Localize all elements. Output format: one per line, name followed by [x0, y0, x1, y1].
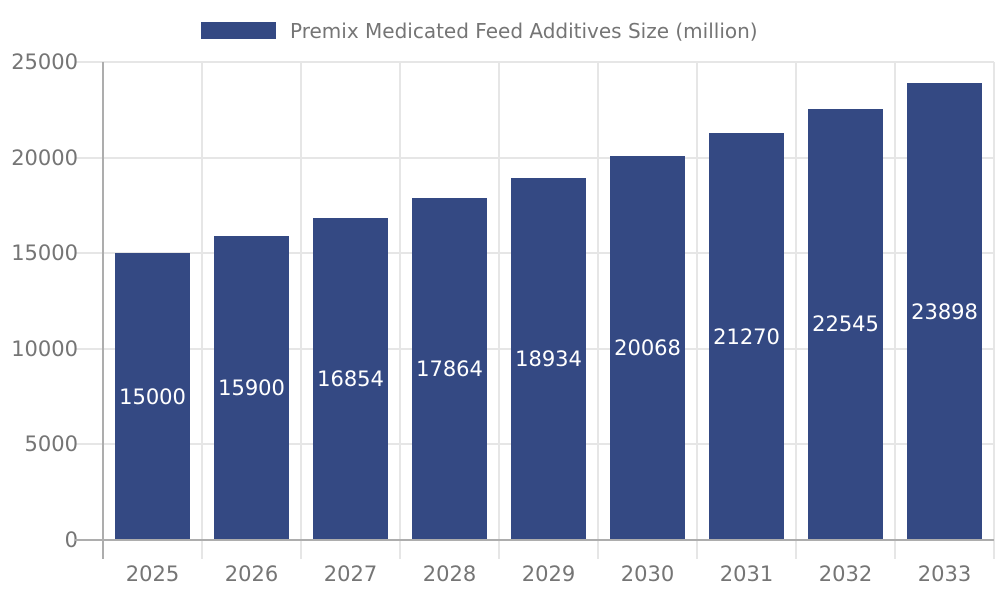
gridline-x [696, 62, 698, 540]
bar-value-label: 23898 [911, 299, 978, 324]
bar-value-label: 15000 [119, 384, 186, 409]
x-axis-tick [894, 540, 896, 559]
x-tick-label: 2028 [422, 562, 477, 586]
bar-2029 [511, 177, 586, 540]
x-tick-label: 2029 [521, 562, 576, 586]
bar-2032 [808, 108, 883, 540]
gridline-x [300, 62, 302, 540]
gridline-x [993, 62, 995, 540]
gridline-x [795, 62, 797, 540]
bar-value-label: 15900 [218, 375, 285, 400]
gridline-x [399, 62, 401, 540]
x-axis-tick [795, 540, 797, 559]
y-tick-label: 5000 [24, 432, 78, 457]
x-tick-label: 2027 [323, 562, 378, 586]
x-axis-tick [993, 540, 995, 559]
x-tick-label: 2026 [224, 562, 279, 586]
bar-2033 [907, 83, 982, 540]
gridline-y [75, 156, 994, 159]
bar-2028 [412, 198, 487, 540]
bar-2026 [214, 235, 289, 540]
x-axis-tick [498, 540, 500, 559]
x-tick-label: 2032 [818, 562, 873, 586]
x-tick-label: 2031 [719, 562, 774, 586]
gridline-x [597, 62, 599, 540]
legend-swatch-icon [201, 22, 276, 39]
x-axis-tick [696, 540, 698, 559]
gridline-x [201, 62, 203, 540]
x-axis-tick [201, 540, 203, 559]
legend-label: Premix Medicated Feed Additives Size (mi… [290, 18, 758, 43]
bar-value-label: 20068 [614, 336, 681, 361]
y-tick-label: 10000 [11, 336, 78, 361]
legend-item[interactable]: Premix Medicated Feed Additives Size (mi… [201, 19, 758, 43]
gridline-x [498, 62, 500, 540]
x-tick-label: 2030 [620, 562, 675, 586]
bar-value-label: 16854 [317, 366, 384, 391]
y-tick-label: 20000 [11, 145, 78, 170]
x-axis-tick [597, 540, 599, 559]
y-tick-label: 25000 [11, 50, 78, 74]
bar-2030 [610, 156, 685, 540]
gridline-x [894, 62, 896, 540]
y-tick-label: 0 [64, 528, 78, 552]
bar-value-label: 18934 [515, 346, 582, 371]
bar-value-label: 21270 [713, 324, 780, 349]
x-tick-label: 2025 [125, 562, 180, 586]
y-axis-line [102, 62, 104, 559]
gridline-y [75, 61, 994, 63]
x-axis-line [75, 539, 994, 541]
bar-value-label: 22545 [812, 312, 879, 337]
bar-value-label: 17864 [416, 357, 483, 382]
legend: Premix Medicated Feed Additives Size (mi… [201, 14, 758, 47]
x-axis-tick [399, 540, 401, 559]
x-axis-tick [300, 540, 302, 559]
bar-2025 [115, 253, 190, 540]
bar-2031 [709, 133, 784, 540]
bar-2027 [313, 217, 388, 540]
y-tick-label: 15000 [11, 241, 78, 266]
x-tick-label: 2033 [917, 562, 972, 586]
